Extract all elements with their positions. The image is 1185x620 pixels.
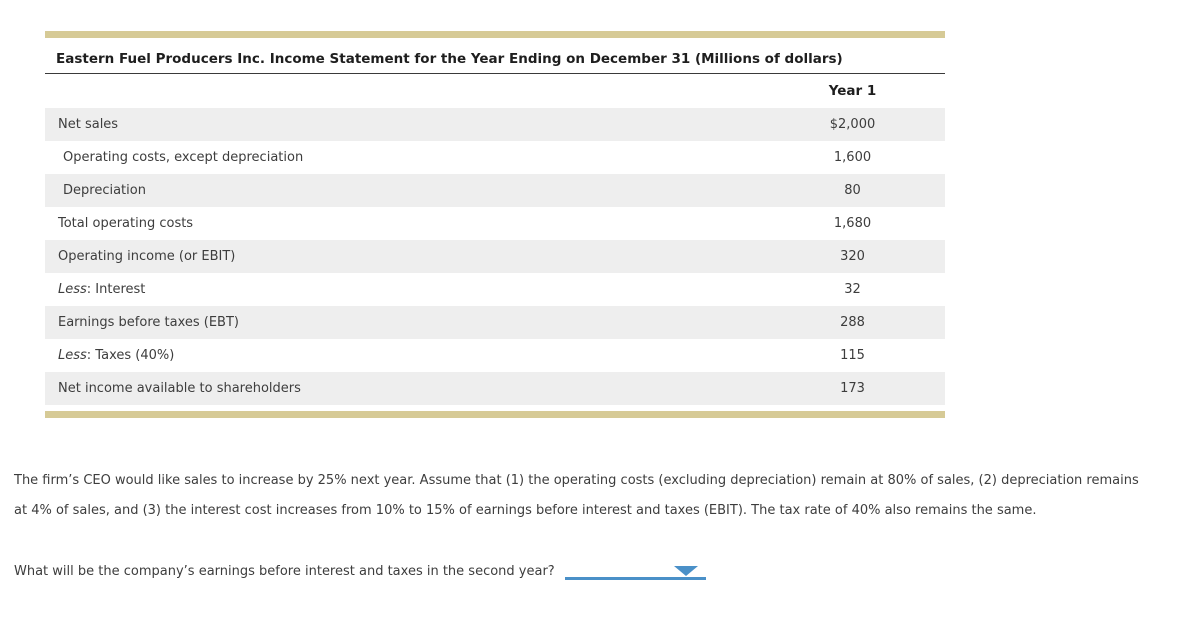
row-label: Depreciation — [63, 183, 146, 198]
row-value: 32 — [844, 282, 861, 297]
table-row: Net income available to shareholders 173 — [45, 372, 945, 405]
table-top-accent-bar — [45, 31, 945, 38]
row-label: Operating income (or EBIT) — [58, 249, 236, 264]
column-header-year1: Year 1 — [828, 83, 877, 99]
table-row: Operating costs, except depreciation 1,6… — [45, 141, 945, 174]
table-row: Operating income (or EBIT) 320 — [45, 240, 945, 273]
row-value: 1,600 — [833, 150, 872, 165]
row-label: Earnings before taxes (EBT) — [58, 315, 239, 330]
row-label: Total operating costs — [58, 216, 194, 231]
table-row: Total operating costs 1,680 — [45, 207, 945, 240]
row-label-prefix: Less — [58, 348, 87, 363]
row-value: 80 — [844, 183, 861, 198]
table-row: Less: Interest 32 — [45, 273, 945, 306]
table-row: Depreciation 80 — [45, 174, 945, 207]
row-value: 320 — [840, 249, 865, 264]
table-header-row: Year 1 — [45, 74, 945, 108]
caret-down-icon — [673, 566, 698, 576]
row-label: Net income available to shareholders — [58, 381, 301, 396]
row-value: 173 — [840, 381, 865, 396]
row-label: : Interest — [86, 282, 146, 297]
table-row: Earnings before taxes (EBT) 288 — [45, 306, 945, 339]
row-label-prefix: Less — [58, 282, 87, 297]
answer-dropdown[interactable] — [564, 565, 706, 580]
row-label: Net sales — [58, 117, 119, 132]
question-row: What will be the company’s earnings befo… — [14, 564, 1185, 580]
question-text: What will be the company’s earnings befo… — [14, 564, 555, 579]
row-value: $2,000 — [829, 117, 876, 132]
row-value: 115 — [840, 348, 865, 363]
row-label: Operating costs, except depreciation — [63, 150, 304, 165]
table-title: Eastern Fuel Producers Inc. Income State… — [45, 38, 945, 74]
table-bottom-accent-bar — [45, 411, 945, 418]
table-row: Net sales $2,000 — [45, 108, 945, 141]
row-label: : Taxes (40%) — [86, 348, 175, 363]
row-value: 1,680 — [833, 216, 872, 231]
row-value: 288 — [840, 315, 865, 330]
scenario-paragraph: The firm’s CEO would like sales to incre… — [14, 473, 1139, 518]
table-row: Less: Taxes (40%) 115 — [45, 339, 945, 372]
income-statement-table: Eastern Fuel Producers Inc. Income State… — [45, 31, 945, 418]
